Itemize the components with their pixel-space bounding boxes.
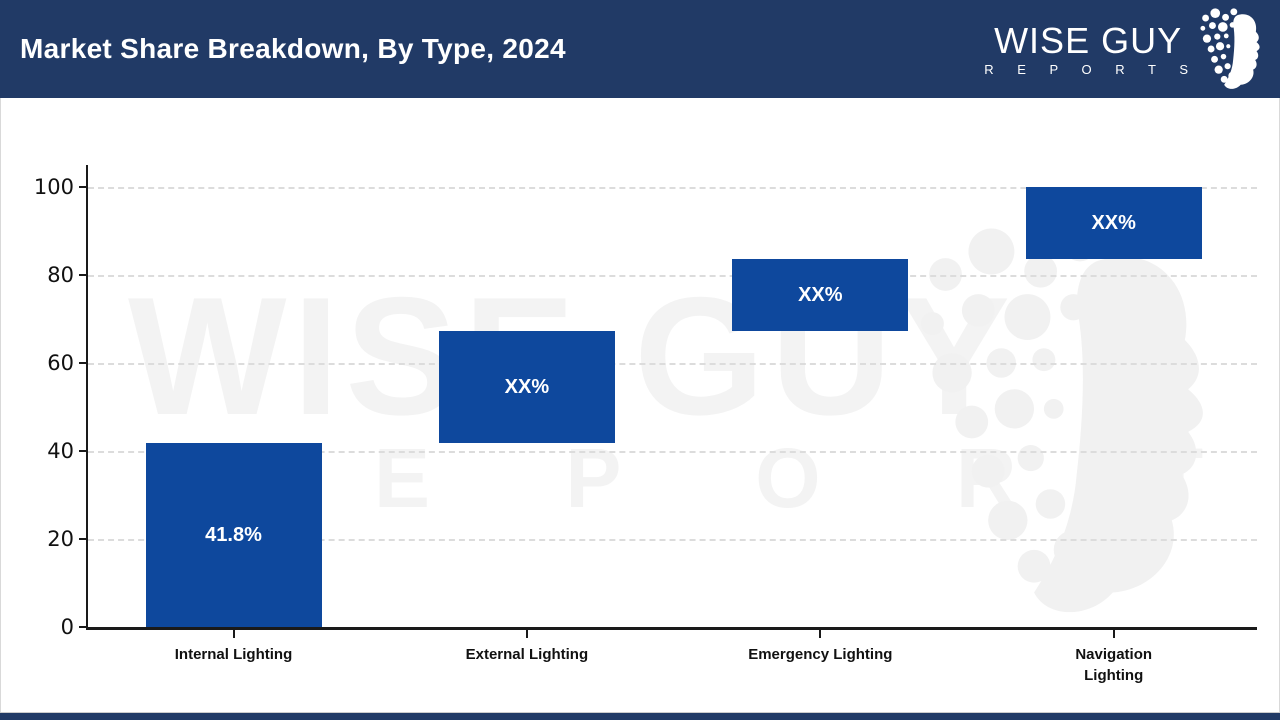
- x-axis-category-label: Emergency Lighting: [748, 646, 893, 663]
- gridline: [88, 187, 1257, 189]
- bar-emergency-lighting: XX%: [732, 259, 909, 332]
- gridline: [88, 451, 1257, 453]
- page-title: Market Share Breakdown, By Type, 2024: [20, 33, 566, 64]
- bar-value-label: 41.8%: [205, 523, 262, 546]
- y-axis-tick: [79, 538, 87, 540]
- y-axis-tick: [79, 274, 87, 276]
- bar-value-label: XX%: [1091, 211, 1136, 234]
- brand-name: WISE GUY: [994, 19, 1183, 61]
- y-axis-tick: [79, 362, 87, 364]
- gridline: [88, 363, 1257, 365]
- y-axis-tick: [79, 450, 87, 452]
- y-axis-tick-label: 80: [47, 263, 74, 287]
- y-axis-tick-label: 20: [47, 527, 74, 551]
- x-axis-category-label: Navigation Lighting: [1075, 646, 1153, 684]
- x-axis-tick: [232, 630, 235, 638]
- gridline: [88, 275, 1257, 277]
- brand-logo: WISE GUY R E P O R T S: [978, 7, 1266, 91]
- bar-external-lighting: XX%: [438, 331, 615, 444]
- brand-face-icon: [1200, 8, 1260, 89]
- brand-subtitle: R E P O R T S: [984, 61, 1198, 77]
- x-axis-tick: [525, 630, 528, 638]
- y-axis-tick-label: 0: [60, 615, 74, 639]
- footer-strip: [0, 712, 1280, 720]
- brand-logo-text: WISE GUY R E P O R T S: [978, 19, 1198, 77]
- y-axis-tick-label: 100: [33, 175, 74, 199]
- y-axis-tick: [79, 626, 87, 628]
- y-axis-tick-label: 60: [47, 351, 74, 375]
- x-axis-tick: [819, 630, 822, 638]
- bar-navigation-lighting: XX%: [1025, 187, 1202, 260]
- y-axis-tick: [79, 186, 87, 188]
- bar-value-label: XX%: [504, 375, 550, 398]
- x-axis-category-label: Internal Lighting: [174, 646, 293, 663]
- bar-value-label: XX%: [798, 283, 843, 306]
- x-axis-category-label: External Lighting: [465, 646, 589, 663]
- x-axis-tick: [1112, 630, 1115, 638]
- plot-area: 0 20 40 60 80 100 41.8% XX% XX% XX% Internal Light…: [34, 165, 1257, 684]
- y-axis-tick-label: 40: [47, 439, 74, 463]
- header-bar: Market Share Breakdown, By Type, 2024 WI…: [0, 0, 1280, 98]
- gridline: [88, 539, 1257, 541]
- bar-internal-lighting: 41.8%: [145, 443, 322, 627]
